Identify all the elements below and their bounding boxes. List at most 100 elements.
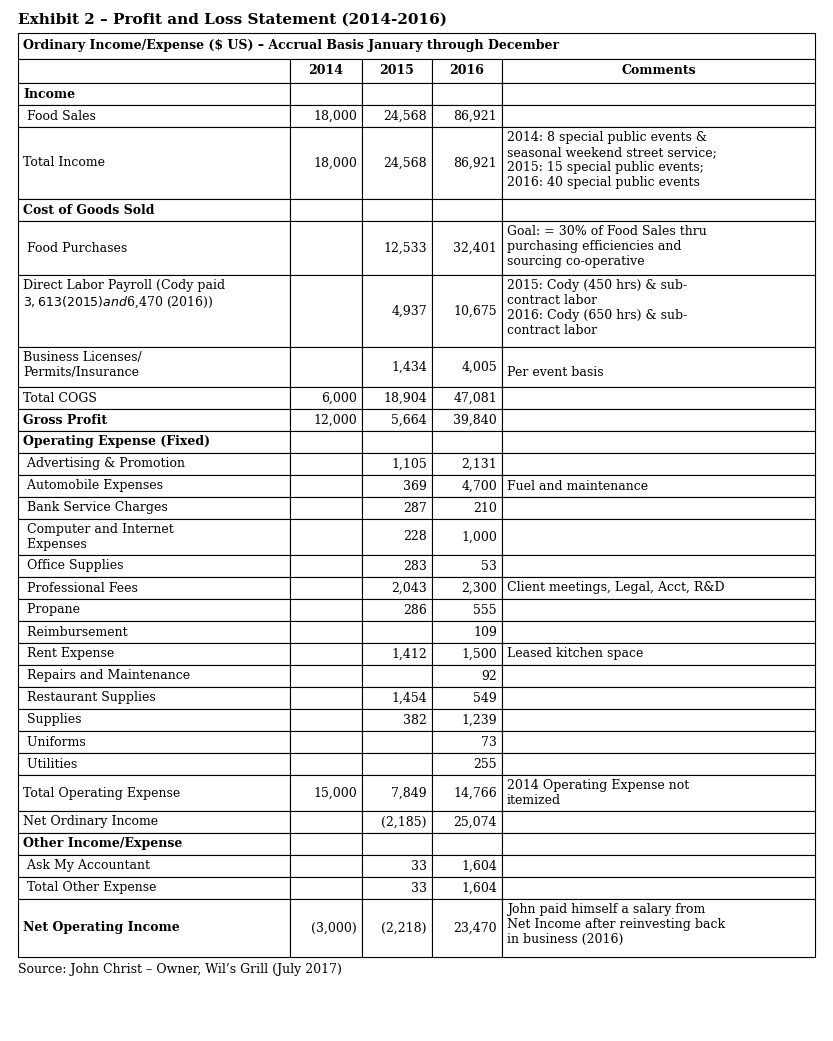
Bar xyxy=(502,221,815,275)
Bar xyxy=(502,105,815,127)
Bar xyxy=(290,899,362,957)
Bar xyxy=(362,577,432,599)
Bar xyxy=(290,775,362,811)
Bar xyxy=(290,497,362,519)
Bar xyxy=(18,497,290,519)
Text: 286: 286 xyxy=(403,604,427,616)
Bar xyxy=(432,431,502,453)
Bar xyxy=(290,555,362,577)
Bar xyxy=(290,275,362,347)
Text: Repairs and Maintenance: Repairs and Maintenance xyxy=(23,669,190,683)
Bar xyxy=(18,453,290,475)
Bar xyxy=(432,221,502,275)
Bar xyxy=(432,855,502,877)
Bar xyxy=(502,199,815,221)
Text: Total Other Expense: Total Other Expense xyxy=(23,882,157,894)
Bar xyxy=(362,643,432,665)
Text: Professional Fees: Professional Fees xyxy=(23,582,138,594)
Text: Direct Labor Payroll (Cody paid
$3,613 (2015) and $6,470 (2016)): Direct Labor Payroll (Cody paid $3,613 (… xyxy=(23,279,225,310)
Text: 12,533: 12,533 xyxy=(383,242,427,254)
Text: 1,454: 1,454 xyxy=(392,691,427,705)
Bar xyxy=(432,519,502,555)
Text: 283: 283 xyxy=(403,559,427,573)
Bar xyxy=(290,83,362,105)
Text: 1,434: 1,434 xyxy=(392,360,427,374)
Bar xyxy=(432,643,502,665)
Bar xyxy=(362,497,432,519)
Text: Supplies: Supplies xyxy=(23,713,82,727)
Bar xyxy=(362,387,432,409)
Bar xyxy=(18,643,290,665)
Bar xyxy=(432,621,502,643)
Text: 33: 33 xyxy=(411,882,427,894)
Bar xyxy=(362,83,432,105)
Bar xyxy=(502,899,815,957)
Bar xyxy=(502,709,815,731)
Bar xyxy=(18,347,290,387)
Bar xyxy=(18,387,290,409)
Bar xyxy=(362,811,432,833)
Bar xyxy=(362,409,432,431)
Text: 5,664: 5,664 xyxy=(392,413,427,427)
Text: 2014 Operating Expense not
itemized: 2014 Operating Expense not itemized xyxy=(507,779,689,807)
Bar xyxy=(290,221,362,275)
Text: 10,675: 10,675 xyxy=(453,305,497,318)
Bar xyxy=(18,555,290,577)
Bar xyxy=(502,599,815,621)
Text: 92: 92 xyxy=(481,669,497,683)
Text: Gross Profit: Gross Profit xyxy=(23,413,107,427)
Bar xyxy=(290,833,362,855)
Bar xyxy=(290,811,362,833)
Bar xyxy=(432,497,502,519)
Bar xyxy=(432,127,502,199)
Text: 33: 33 xyxy=(411,860,427,872)
Bar xyxy=(432,811,502,833)
Bar xyxy=(432,687,502,709)
Bar xyxy=(362,665,432,687)
Bar xyxy=(362,753,432,775)
Bar xyxy=(432,387,502,409)
Text: Ordinary Income/Expense ($ US) – Accrual Basis January through December: Ordinary Income/Expense ($ US) – Accrual… xyxy=(23,40,559,52)
Bar xyxy=(362,275,432,347)
Bar xyxy=(18,709,290,731)
Bar xyxy=(18,753,290,775)
Text: Source: John Christ – Owner, Wil’s Grill (July 2017): Source: John Christ – Owner, Wil’s Grill… xyxy=(18,963,342,976)
Bar xyxy=(362,555,432,577)
Bar xyxy=(362,731,432,753)
Text: 73: 73 xyxy=(481,736,497,748)
Text: 1,105: 1,105 xyxy=(392,457,427,471)
Bar xyxy=(432,665,502,687)
Bar xyxy=(432,59,502,83)
Bar xyxy=(362,599,432,621)
Bar xyxy=(502,453,815,475)
Bar xyxy=(502,877,815,899)
Bar xyxy=(502,687,815,709)
Text: 15,000: 15,000 xyxy=(313,787,357,799)
Bar xyxy=(290,59,362,83)
Text: 1,239: 1,239 xyxy=(461,713,497,727)
Bar xyxy=(502,275,815,347)
Bar xyxy=(432,577,502,599)
Bar xyxy=(18,731,290,753)
Text: 369: 369 xyxy=(403,480,427,492)
Text: 18,000: 18,000 xyxy=(313,156,357,170)
Bar xyxy=(362,453,432,475)
Text: Operating Expense (Fixed): Operating Expense (Fixed) xyxy=(23,435,210,449)
Bar xyxy=(290,347,362,387)
Bar xyxy=(432,899,502,957)
Text: 6,000: 6,000 xyxy=(322,391,357,405)
Bar xyxy=(290,731,362,753)
Text: 549: 549 xyxy=(473,691,497,705)
Text: 12,000: 12,000 xyxy=(313,413,357,427)
Bar xyxy=(362,431,432,453)
Text: Other Income/Expense: Other Income/Expense xyxy=(23,838,182,850)
Bar xyxy=(290,687,362,709)
Text: 1,604: 1,604 xyxy=(461,860,497,872)
Bar xyxy=(18,475,290,497)
Text: 23,470: 23,470 xyxy=(453,921,497,935)
Bar xyxy=(502,855,815,877)
Text: 1,412: 1,412 xyxy=(392,648,427,660)
Text: Food Purchases: Food Purchases xyxy=(23,242,127,254)
Bar xyxy=(18,811,290,833)
Bar xyxy=(18,199,290,221)
